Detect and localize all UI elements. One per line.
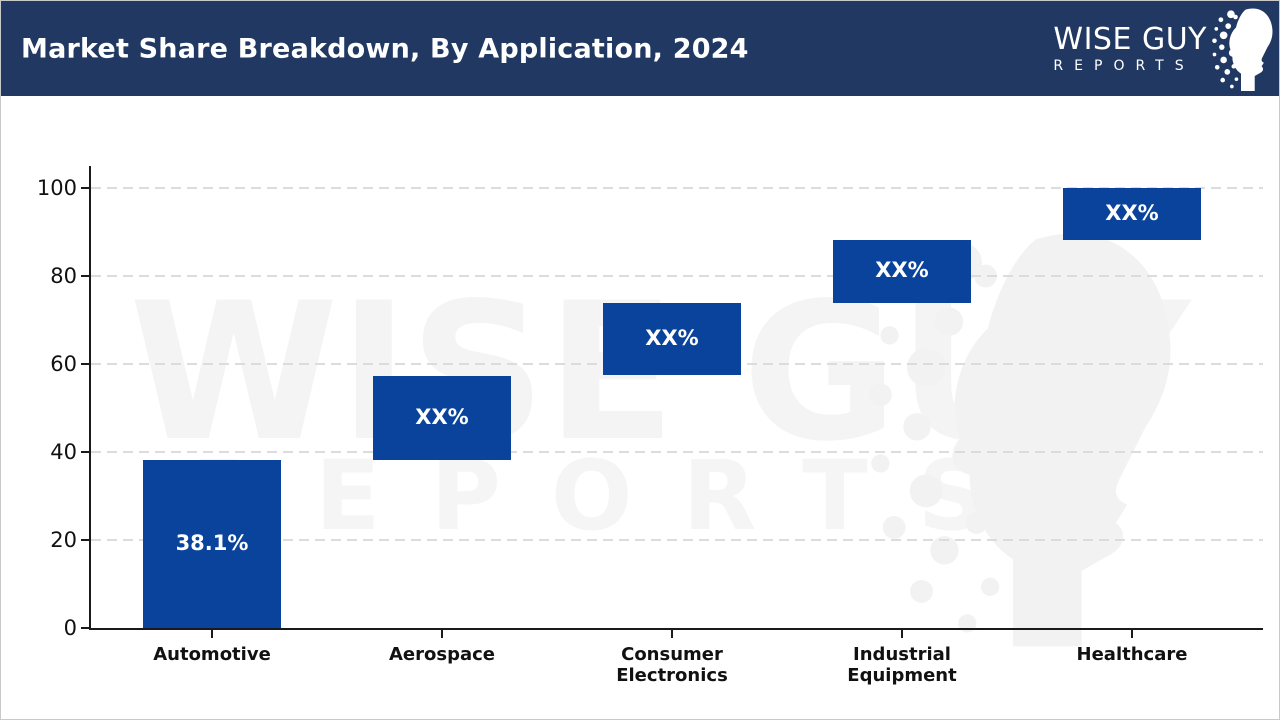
bar-consumer-electronics [603, 302, 741, 375]
y-tick-label-40: 40 [50, 440, 77, 464]
bar-value-label-healthcare: XX% [1105, 200, 1159, 225]
y-tick-label-0: 0 [63, 616, 77, 640]
x-tick-aerospace [441, 630, 443, 638]
y-tick-100 [81, 187, 89, 189]
x-category-label-healthcare: Healthcare [1012, 644, 1252, 665]
wiseguy-logo: WISE GUY REPORTS [1053, 3, 1273, 95]
x-category-line: Automotive [153, 644, 271, 665]
header: Market Share Breakdown, By Application, … [1, 1, 1279, 96]
bar-aerospace [373, 375, 511, 461]
x-tick-consumer-electronics [671, 630, 673, 638]
bar-value-label-automotive: 38.1% [175, 531, 249, 556]
y-tick-20 [81, 539, 89, 541]
bar-value-label-aerospace: XX% [415, 405, 469, 430]
x-category-line: Electronics [616, 665, 728, 686]
x-category-label-industrial-equipment: Industrial Equipment [782, 644, 1022, 686]
x-category-line: Aerospace [388, 644, 495, 665]
bar-value-label-industrial-equipment: XX% [875, 258, 929, 283]
gridline-80 [91, 275, 1263, 277]
x-category-label-aerospace: Aerospace [322, 644, 562, 665]
gridline-20 [91, 539, 1263, 541]
x-category-line: Equipment [847, 665, 957, 686]
x-category-line: Consumer [621, 644, 723, 665]
gridline-40 [91, 451, 1263, 453]
y-tick-label-80: 80 [50, 264, 77, 288]
x-axis-line [89, 628, 1263, 630]
y-tick-60 [81, 363, 89, 365]
logo-head-icon [1212, 8, 1273, 92]
bar-industrial-equipment [833, 239, 971, 303]
bar-healthcare [1063, 188, 1201, 240]
x-tick-automotive [211, 630, 213, 638]
y-tick-label-20: 20 [50, 528, 77, 552]
watermark-subtitle: REPORTS [191, 440, 1037, 552]
y-tick-80 [81, 275, 89, 277]
logo-subtitle: REPORTS [1053, 57, 1195, 74]
bar-automotive [143, 460, 281, 628]
y-tick-label-100: 100 [36, 176, 77, 200]
x-tick-industrial-equipment [901, 630, 903, 638]
x-category-line: Healthcare [1076, 644, 1188, 665]
waterfall-chart: WISE GUY REPORTS 02040608010038.1%Automo… [1, 96, 1279, 719]
gridline-100 [91, 187, 1263, 189]
y-tick-label-60: 60 [50, 352, 77, 376]
y-tick-0 [81, 627, 89, 629]
x-category-label-automotive: Automotive [92, 644, 332, 665]
logo-text: WISE GUY REPORTS [1053, 24, 1207, 74]
logo-wordmark: WISE GUY [1053, 22, 1207, 58]
x-category-line: Industrial [853, 644, 951, 665]
y-axis-line [89, 166, 91, 630]
page-title: Market Share Breakdown, By Application, … [21, 33, 749, 64]
x-tick-healthcare [1131, 630, 1133, 638]
x-category-label-consumer-electronics: Consumer Electronics [552, 644, 792, 686]
bar-value-label-consumer-electronics: XX% [645, 325, 699, 350]
y-tick-40 [81, 451, 89, 453]
